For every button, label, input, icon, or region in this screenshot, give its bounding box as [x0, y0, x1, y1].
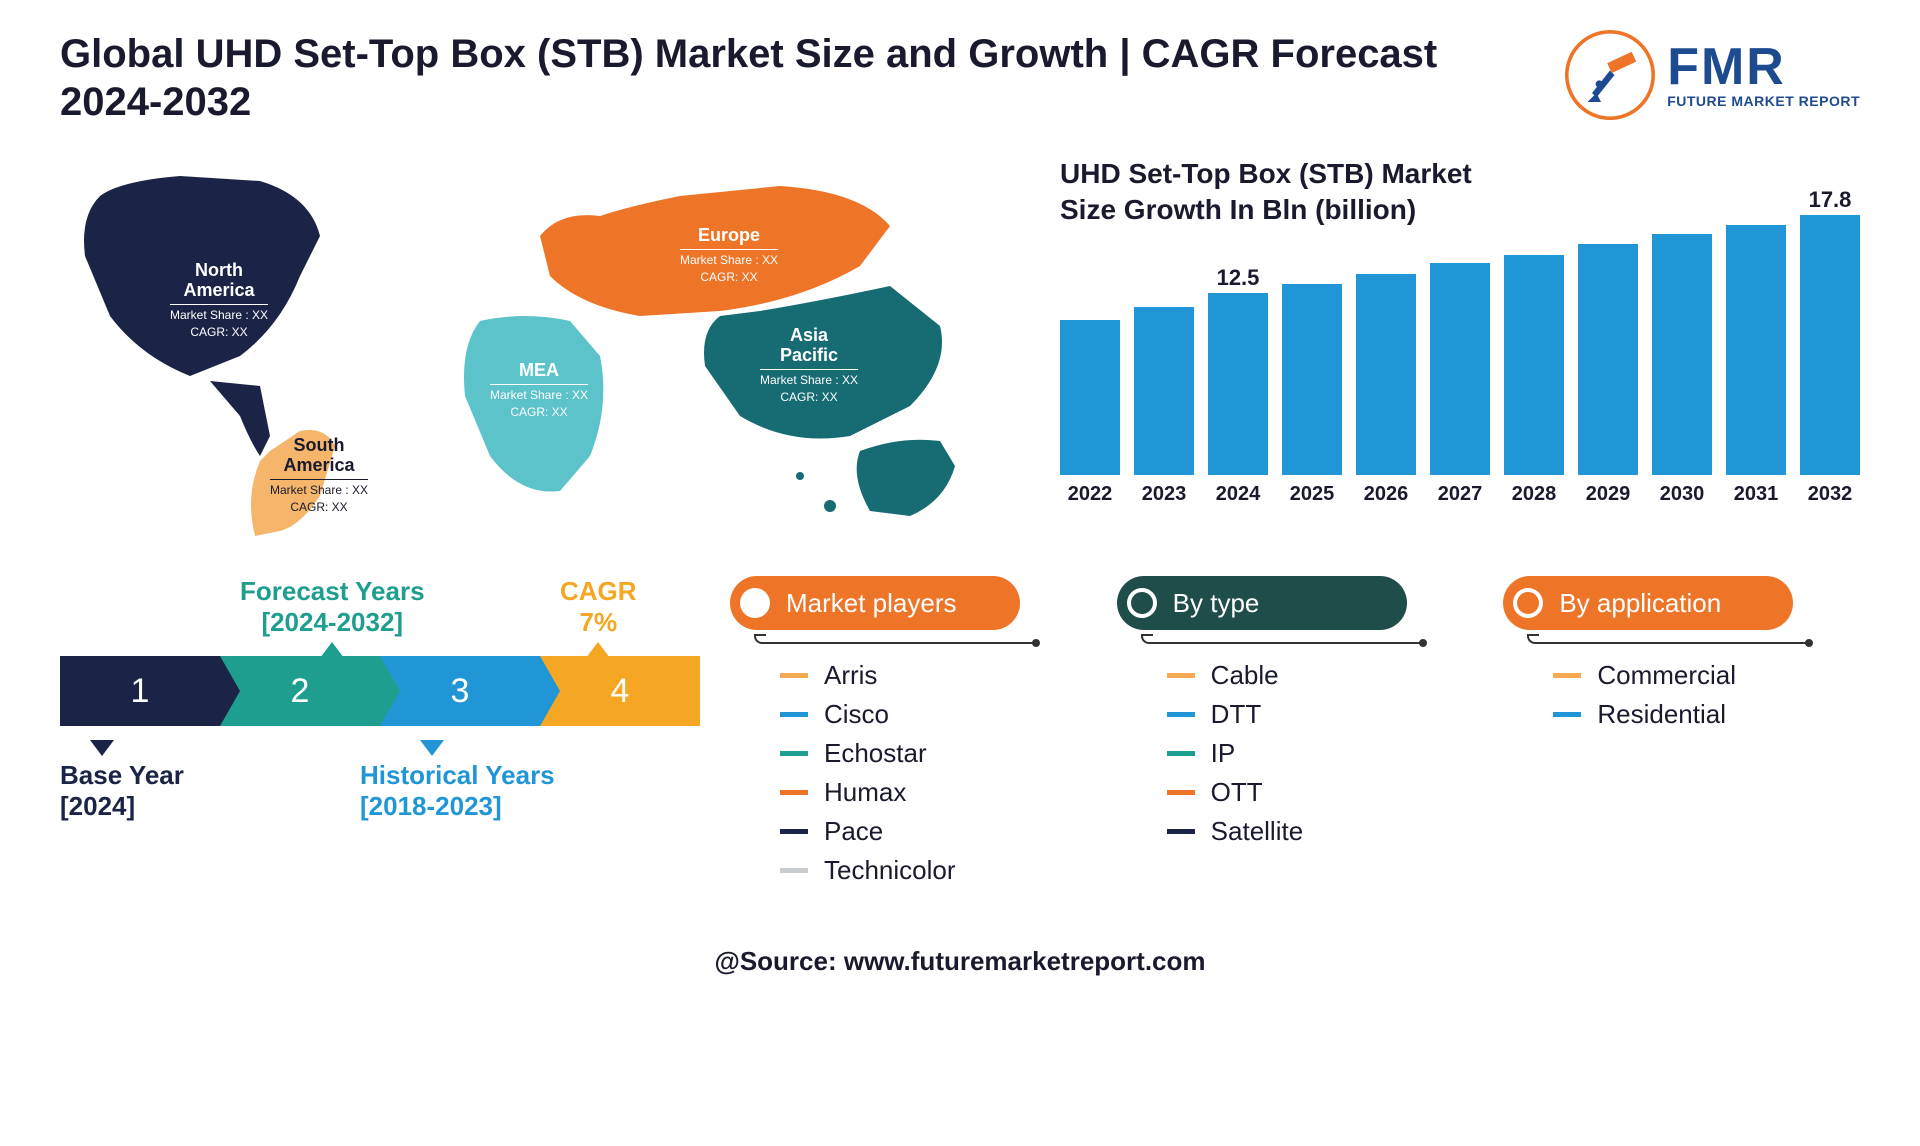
forecast-label: Forecast Years [2024-2032] [240, 576, 425, 662]
triangle-down-icon [90, 740, 114, 756]
market-players-section: Market players Arris Cisco Echostar Humax Pa… [730, 576, 1087, 886]
dot-icon [1127, 588, 1157, 618]
bar-2025: 2025 [1282, 284, 1342, 506]
by-application-section: By application Commercial Residential [1503, 576, 1860, 730]
list-item: Technicolor [780, 855, 1087, 886]
timeline: Forecast Years [2024-2032] CAGR 7% 1234 … [60, 576, 700, 726]
list-item: IP [1167, 738, 1474, 769]
dash-icon [1553, 712, 1581, 717]
bar-2027: 2027 [1430, 263, 1490, 506]
bar-2022: 2022 [1060, 320, 1120, 506]
dash-icon [780, 868, 808, 873]
pill-header-players: Market players [730, 576, 1020, 630]
historical-label: Historical Years [2018-2023] [360, 736, 555, 822]
timeline-box-3: 3 [380, 656, 540, 726]
cagr-label: CAGR 7% [560, 576, 637, 662]
bar-2030: 2030 [1652, 234, 1712, 506]
pill-header-type: By type [1117, 576, 1407, 630]
timeline-box-1: 1 [60, 656, 220, 726]
header: Global UHD Set-Top Box (STB) Market Size… [60, 30, 1860, 126]
list-item: Residential [1553, 699, 1860, 730]
dash-icon [780, 829, 808, 834]
list-item: Humax [780, 777, 1087, 808]
bars-container: 2022202312.52024202520262027202820292030… [1060, 206, 1860, 506]
dash-icon [1167, 751, 1195, 756]
dash-icon [780, 790, 808, 795]
dash-icon [780, 673, 808, 678]
region-label-na: NorthAmericaMarket Share : XXCAGR: XX [170, 261, 268, 339]
source-text: @Source: www.futuremarketreport.com [60, 946, 1860, 977]
bar-chart: UHD Set-Top Box (STB) Market Size Growth… [1060, 156, 1860, 536]
by-type-section: By type Cable DTT IP OTT Satellite [1117, 576, 1474, 847]
dash-icon [1167, 790, 1195, 795]
base-year-label: Base Year [2024] [60, 736, 184, 822]
list-item: Cable [1167, 660, 1474, 691]
dash-icon [1167, 712, 1195, 717]
dot-icon [740, 588, 770, 618]
bracket-icon [1141, 636, 1421, 644]
region-label-eu: EuropeMarket Share : XXCAGR: XX [680, 226, 778, 284]
timeline-box-4: 4 [540, 656, 700, 726]
dot-icon [1513, 588, 1543, 618]
bracket-icon [754, 636, 1034, 644]
players-list: Arris Cisco Echostar Humax Pace Technicolor [780, 660, 1087, 886]
list-item: Satellite [1167, 816, 1474, 847]
bar-2026: 2026 [1356, 274, 1416, 506]
list-item: Pace [780, 816, 1087, 847]
type-list: Cable DTT IP OTT Satellite [1167, 660, 1474, 847]
bar-2028: 2028 [1504, 255, 1564, 506]
list-item: Cisco [780, 699, 1087, 730]
bottom-row: Forecast Years [2024-2032] CAGR 7% 1234 … [60, 576, 1860, 886]
pill-header-app: By application [1503, 576, 1793, 630]
timeline-boxes: 1234 [60, 656, 700, 726]
bar-2031: 2031 [1726, 225, 1786, 506]
logo-main-text: FMR [1667, 41, 1860, 93]
list-item: DTT [1167, 699, 1474, 730]
map-svg [60, 156, 1020, 536]
top-content-row: NorthAmericaMarket Share : XXCAGR: XX Sou… [60, 156, 1860, 536]
bar-2024: 12.52024 [1208, 293, 1268, 506]
dash-icon [1167, 829, 1195, 834]
world-map: NorthAmericaMarket Share : XXCAGR: XX Sou… [60, 156, 1020, 536]
list-item: Echostar [780, 738, 1087, 769]
list-item: Commercial [1553, 660, 1860, 691]
dash-icon [780, 712, 808, 717]
logo-sub-text: FUTURE MARKET REPORT [1667, 93, 1860, 109]
bar-2032: 17.82032 [1800, 215, 1860, 506]
telescope-icon [1565, 30, 1655, 120]
app-list: Commercial Residential [1553, 660, 1860, 730]
timeline-box-2: 2 [220, 656, 380, 726]
region-label-sa: SouthAmericaMarket Share : XXCAGR: XX [270, 436, 368, 514]
region-label-mea: MEAMarket Share : XXCAGR: XX [490, 361, 588, 419]
region-label-ap: AsiaPacificMarket Share : XXCAGR: XX [760, 326, 858, 404]
triangle-down-icon [420, 740, 444, 756]
bracket-icon [1527, 636, 1807, 644]
bar-2023: 2023 [1134, 307, 1194, 506]
list-item: Arris [780, 660, 1087, 691]
page-title: Global UHD Set-Top Box (STB) Market Size… [60, 30, 1460, 126]
bar-2029: 2029 [1578, 244, 1638, 506]
dash-icon [1553, 673, 1581, 678]
dash-icon [1167, 673, 1195, 678]
list-item: OTT [1167, 777, 1474, 808]
fmr-logo: FMR FUTURE MARKET REPORT [1565, 30, 1860, 120]
dash-icon [780, 751, 808, 756]
